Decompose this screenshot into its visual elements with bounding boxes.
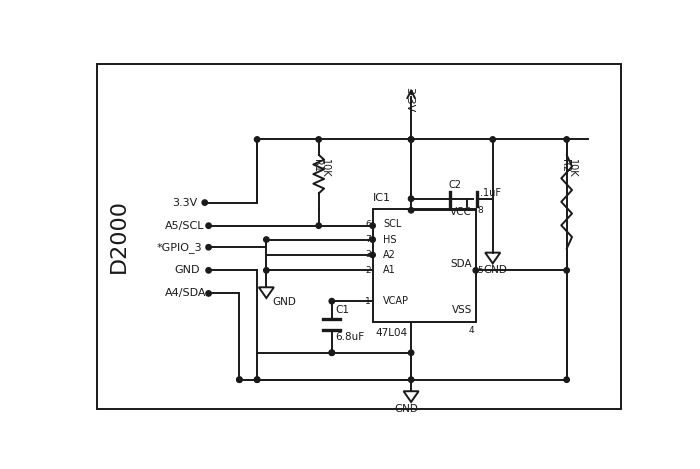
Text: GND: GND [272, 296, 296, 307]
Circle shape [490, 137, 496, 142]
Text: 7: 7 [365, 235, 371, 244]
Text: 4: 4 [468, 326, 475, 335]
Circle shape [564, 137, 569, 142]
Text: D2000: D2000 [108, 199, 129, 273]
Text: A2: A2 [384, 250, 396, 260]
Text: 10K: 10K [319, 159, 330, 177]
Circle shape [206, 223, 211, 228]
Text: 6.8uF: 6.8uF [335, 332, 364, 341]
Circle shape [408, 350, 414, 356]
Text: 2: 2 [365, 266, 371, 275]
Circle shape [408, 137, 414, 142]
Circle shape [370, 223, 375, 228]
Circle shape [264, 268, 269, 273]
Text: 5: 5 [477, 266, 483, 275]
Text: 1: 1 [365, 296, 371, 306]
Text: 10K: 10K [568, 159, 578, 177]
Circle shape [370, 252, 375, 257]
Text: 47L04: 47L04 [376, 328, 408, 338]
Text: A1: A1 [384, 265, 396, 275]
Text: R2: R2 [560, 159, 570, 172]
Circle shape [564, 377, 569, 382]
Circle shape [329, 350, 335, 356]
Circle shape [316, 137, 321, 142]
Text: GND: GND [174, 265, 199, 275]
Circle shape [329, 350, 335, 356]
Circle shape [408, 208, 414, 213]
Circle shape [206, 268, 211, 273]
Text: GND: GND [394, 403, 418, 414]
Circle shape [408, 196, 414, 201]
Text: A5/SCL: A5/SCL [164, 221, 204, 231]
Text: C1: C1 [335, 305, 349, 315]
Text: VCC: VCC [450, 207, 472, 217]
Circle shape [254, 377, 260, 382]
Text: 3: 3 [365, 250, 371, 259]
Text: SDA: SDA [450, 259, 472, 269]
Circle shape [370, 237, 375, 242]
Circle shape [206, 244, 211, 250]
Circle shape [254, 137, 260, 142]
Text: C2: C2 [448, 180, 461, 190]
Text: GND: GND [484, 265, 508, 275]
Text: VSS: VSS [452, 305, 472, 315]
Text: 3.3V: 3.3V [172, 197, 197, 208]
Text: 3.3V: 3.3V [404, 87, 414, 113]
Circle shape [237, 377, 242, 382]
Text: 6: 6 [365, 219, 371, 229]
Bar [372, 209, 476, 322]
Circle shape [408, 137, 414, 142]
Circle shape [316, 223, 321, 228]
Circle shape [237, 377, 242, 382]
Circle shape [473, 268, 479, 273]
Text: *GPIO_3: *GPIO_3 [157, 242, 202, 253]
Text: IC1: IC1 [372, 193, 391, 203]
Text: .1uF: .1uF [480, 188, 501, 197]
Text: SCL: SCL [384, 219, 402, 229]
Text: 8: 8 [477, 206, 483, 215]
Text: R1: R1 [312, 159, 322, 172]
Circle shape [264, 237, 269, 242]
Circle shape [564, 268, 569, 273]
Circle shape [254, 377, 260, 382]
Circle shape [202, 200, 207, 205]
Text: A4/SDA: A4/SDA [164, 288, 206, 298]
Text: HS: HS [384, 234, 397, 244]
Text: VCAP: VCAP [384, 296, 409, 306]
Circle shape [329, 298, 335, 304]
Circle shape [206, 291, 211, 296]
Circle shape [408, 377, 414, 382]
